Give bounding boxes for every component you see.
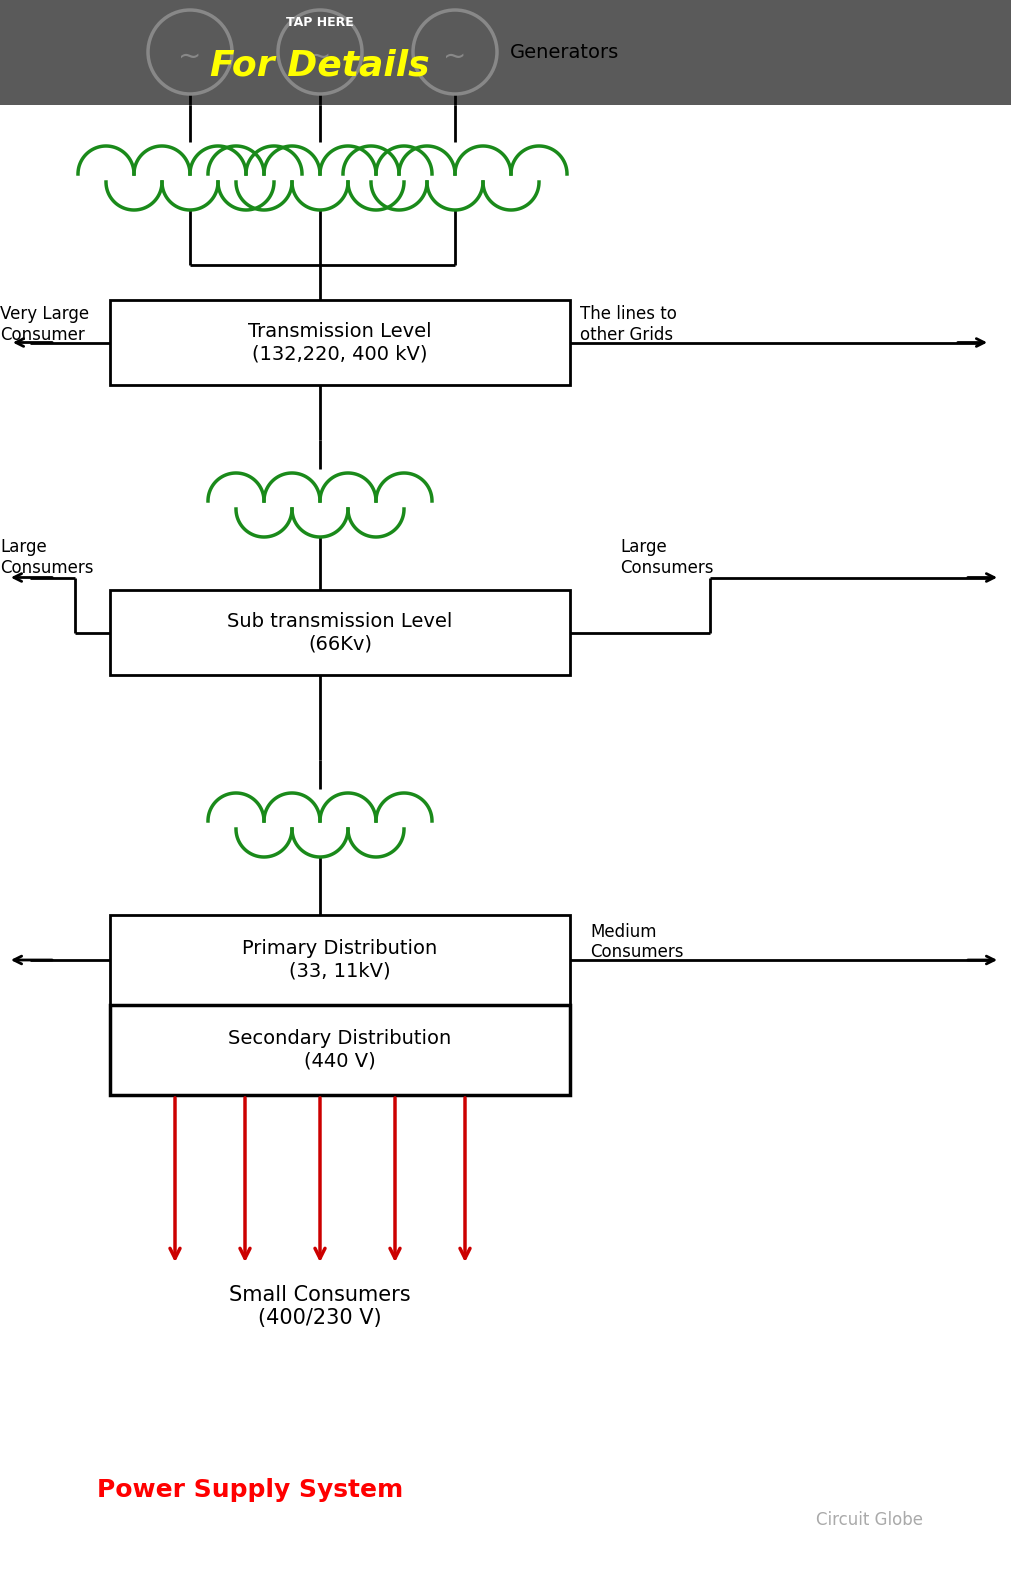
Text: Large
Consumers: Large Consumers	[620, 538, 714, 577]
Text: Small Consumers
(400/230 V): Small Consumers (400/230 V)	[229, 1284, 410, 1328]
Bar	[110, 590, 570, 674]
Bar	[0, 0, 1011, 105]
Text: Circuit Globe: Circuit Globe	[817, 1511, 923, 1530]
Text: Large
Consumers: Large Consumers	[0, 538, 93, 577]
Text: Medium
Consumers: Medium Consumers	[590, 923, 683, 962]
Bar	[110, 300, 570, 385]
Text: Transmission Level
(132,220, 400 kV): Transmission Level (132,220, 400 kV)	[248, 322, 432, 363]
Text: Power Supply System: Power Supply System	[97, 1478, 403, 1501]
Text: ~: ~	[443, 42, 467, 71]
Text: The lines to
other Grids: The lines to other Grids	[580, 305, 677, 344]
Text: For Details: For Details	[210, 49, 430, 82]
Bar	[110, 1005, 570, 1096]
Text: Primary Distribution
(33, 11kV): Primary Distribution (33, 11kV)	[243, 940, 438, 981]
Text: Sub transmission Level
(66Kv): Sub transmission Level (66Kv)	[227, 612, 453, 652]
Text: Very Large
Consumer: Very Large Consumer	[0, 305, 89, 344]
Bar	[110, 915, 570, 1005]
Text: TAP HERE: TAP HERE	[286, 16, 354, 28]
Text: Generators: Generators	[510, 42, 620, 61]
Text: Secondary Distribution
(440 V): Secondary Distribution (440 V)	[228, 1030, 452, 1071]
Text: ~: ~	[178, 42, 201, 71]
Text: ~: ~	[308, 42, 332, 71]
